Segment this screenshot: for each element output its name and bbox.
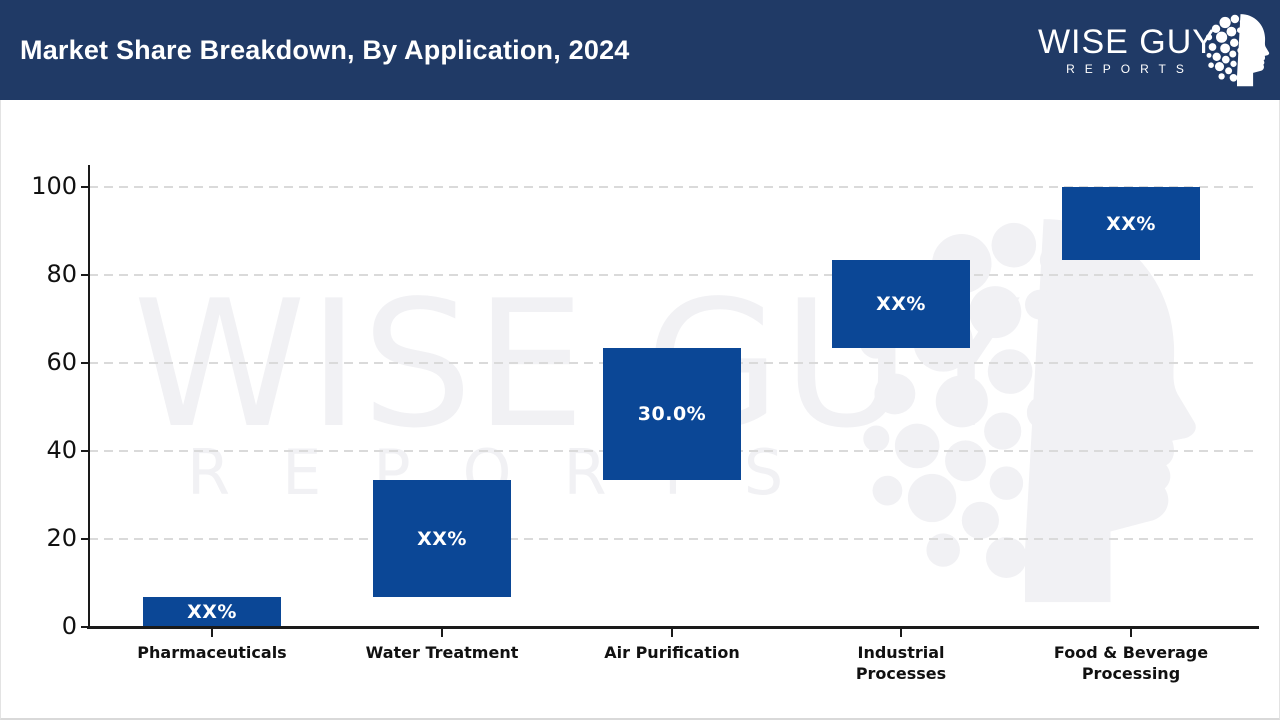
- y-tick-mark-60: [81, 362, 89, 364]
- y-tick-label-20: 20: [46, 524, 77, 552]
- x-category-label-water-treatment: Water Treatment: [332, 642, 552, 663]
- brand-logo: WISE GUY REPORTS: [1038, 0, 1272, 100]
- x-category-label-line: Food & Beverage: [1053, 643, 1209, 662]
- bar-industrial-processes: XX%: [832, 260, 970, 349]
- x-category-label-line: Industrial: [857, 643, 945, 662]
- y-tick-mark-40: [81, 450, 89, 452]
- y-axis-spine: [88, 165, 90, 629]
- x-tick-mark-air-purification: [671, 629, 673, 637]
- y-tick-label-80: 80: [46, 260, 77, 288]
- header: Market Share Breakdown, By Application, …: [0, 0, 1280, 100]
- x-category-label-line: Processes: [855, 664, 947, 683]
- logo-text: WISE GUY REPORTS: [1038, 25, 1216, 76]
- x-axis-spine: [87, 626, 1259, 629]
- bar-value-label: XX%: [876, 293, 926, 316]
- x-category-label-line: Air Purification: [604, 643, 740, 662]
- x-category-label-air-purification: Air Purification: [562, 642, 782, 663]
- x-category-label-food-beverage-processing: Food & Beverage Processing: [1021, 642, 1241, 684]
- bar-value-label: 30.0%: [637, 403, 707, 426]
- x-category-label-industrial-processes: Industrial Processes: [791, 642, 1011, 684]
- x-category-label-line: Processing: [1081, 664, 1181, 683]
- x-tick-mark-pharmaceuticals: [211, 629, 213, 637]
- bar-water-treatment: XX%: [373, 480, 511, 598]
- bar-value-label: XX%: [187, 601, 237, 624]
- y-tick-mark-100: [81, 186, 89, 188]
- page-title: Market Share Breakdown, By Application, …: [20, 34, 630, 65]
- bar-value-label: XX%: [1106, 212, 1156, 235]
- x-tick-mark-food-beverage-processing: [1130, 629, 1132, 637]
- logo-wordmark: WISE GUY: [1037, 22, 1216, 61]
- bar-food-beverage-processing: XX%: [1062, 187, 1200, 261]
- gridline-80: [89, 274, 1257, 276]
- bar-pharmaceuticals: XX%: [143, 597, 281, 627]
- y-tick-mark-20: [81, 538, 89, 540]
- gridline-20: [89, 538, 1257, 540]
- y-tick-mark-80: [81, 274, 89, 276]
- x-category-label-pharmaceuticals: Pharmaceuticals: [102, 642, 322, 663]
- x-tick-mark-industrial-processes: [900, 629, 902, 637]
- y-tick-mark-0: [81, 626, 89, 628]
- x-category-label-line: Water Treatment: [365, 643, 519, 662]
- x-category-label-line: Pharmaceuticals: [137, 643, 287, 662]
- y-tick-label-0: 0: [61, 612, 77, 640]
- bar-value-label: XX%: [417, 527, 467, 550]
- y-tick-label-40: 40: [46, 436, 77, 464]
- gridline-100: [89, 186, 1257, 188]
- y-tick-label-60: 60: [46, 348, 77, 376]
- y-tick-label-100: 100: [31, 172, 77, 200]
- bar-air-purification: 30.0%: [603, 348, 741, 481]
- x-tick-mark-water-treatment: [441, 629, 443, 637]
- logo-subtitle: REPORTS: [1066, 61, 1194, 76]
